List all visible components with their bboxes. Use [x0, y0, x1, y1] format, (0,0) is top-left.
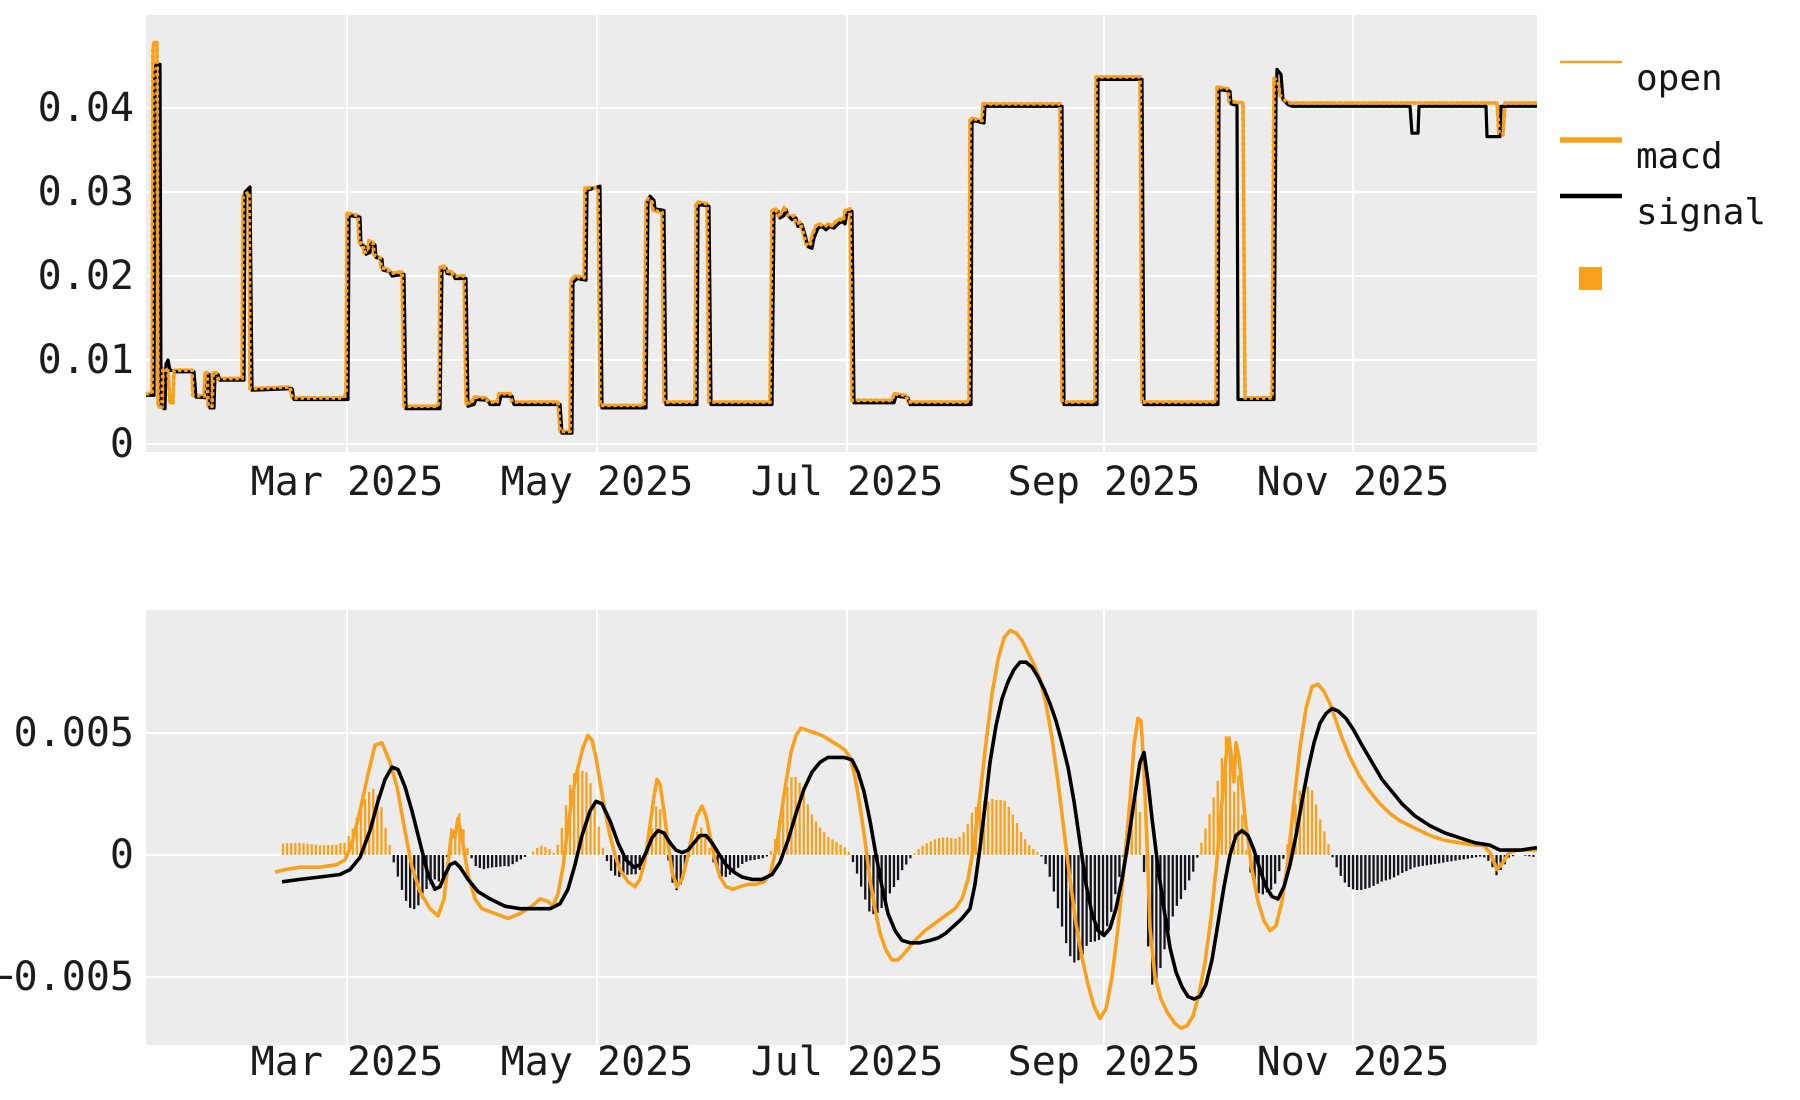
y-tick-label: 0.03 — [38, 169, 134, 215]
macd-panel-macd-line — [274, 628, 1537, 1030]
x-tick-label: Nov 2025 — [1257, 1039, 1450, 1085]
legend-item-open: open — [1560, 58, 1723, 99]
x-tick-label: May 2025 — [501, 459, 694, 505]
y-tick-label: 0 — [110, 832, 134, 878]
x-tick-label: Jul 2025 — [751, 1039, 944, 1085]
x-tick-label: Nov 2025 — [1257, 459, 1450, 505]
legend-label-signal: signal — [1636, 192, 1767, 233]
x-tick-label: May 2025 — [501, 1039, 694, 1085]
macd-panel: 0.005 0 −0.005 Mar 2025 May 2025 Jul 2025 Sep … — [0, 610, 1537, 1085]
macd-panel-signal-line — [281, 660, 1537, 1001]
legend-item-signal: signal — [1560, 192, 1766, 233]
x-tick-label: Jul 2025 — [751, 459, 944, 505]
price-panel-signal-line — [146, 62, 1537, 435]
price-panel-plot-area — [146, 15, 1537, 452]
x-tick-label: Mar 2025 — [251, 1039, 444, 1085]
y-tick-label: 0.02 — [38, 253, 134, 299]
x-tick-label: Sep 2025 — [1008, 459, 1201, 505]
legend-label-open: open — [1636, 58, 1723, 99]
price-panel-open-line — [146, 40, 1537, 434]
y-tick-label: 0.005 — [14, 710, 134, 756]
y-tick-label: 0 — [110, 421, 134, 467]
price-panel: 0 0.01 0.02 0.03 0.04 Mar 2025 May 2025 Jul 202… — [38, 15, 1537, 505]
legend-item-macd: macd — [1560, 136, 1723, 177]
x-tick-label: Sep 2025 — [1008, 1039, 1201, 1085]
y-tick-label: −0.005 — [0, 954, 134, 1000]
legend-label-macd: macd — [1636, 136, 1723, 177]
y-tick-label: 0.04 — [38, 85, 134, 131]
x-tick-label: Mar 2025 — [251, 459, 444, 505]
y-tick-label: 0.01 — [38, 337, 134, 383]
